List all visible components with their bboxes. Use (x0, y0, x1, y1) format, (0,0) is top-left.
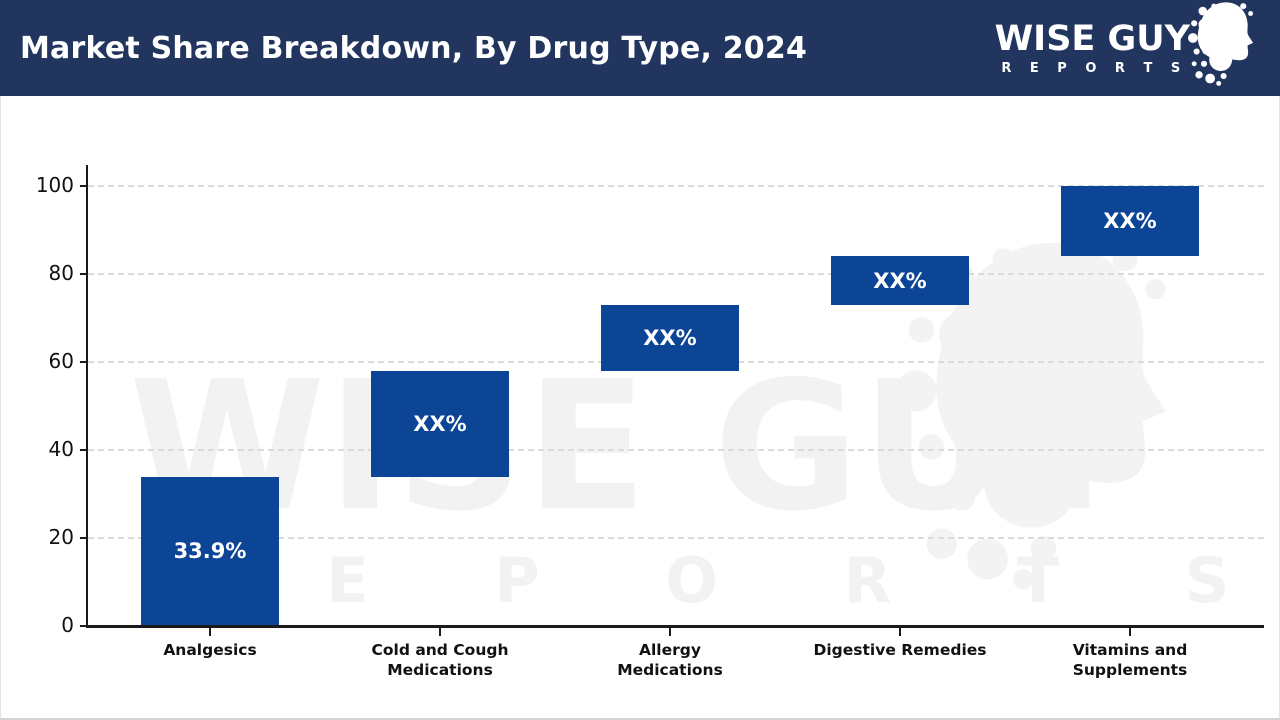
brand-wordmark: WISE GUY R E P O R T S (994, 18, 1190, 76)
watermark-wordmark: WISE GUY R E P O R T S (129, 343, 1280, 618)
head-profile-dots-icon (1184, 0, 1262, 96)
chart-body: WISE GUY R E P O R T S (0, 96, 1280, 720)
header-band: Market Share Breakdown, By Drug Type, 20… (0, 0, 1280, 96)
watermark-brand-name: WISE GUY (129, 343, 1139, 550)
watermark-brand-subname: R E P O R T S (153, 544, 1280, 617)
watermark-head-profile-icon (895, 224, 1181, 628)
brand-subname: R E P O R T S (1001, 60, 1188, 76)
brand-name: WISE GUY (994, 18, 1190, 59)
brand-logo: WISE GUY R E P O R T S (995, 0, 1262, 96)
page-title: Market Share Breakdown, By Drug Type, 20… (20, 30, 808, 66)
